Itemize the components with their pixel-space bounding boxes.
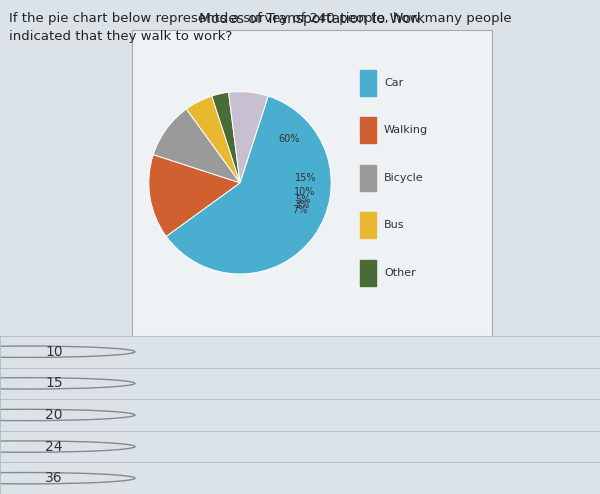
Text: Car: Car	[384, 78, 403, 88]
Text: Walking: Walking	[384, 125, 428, 135]
Text: 36: 36	[45, 471, 62, 485]
Wedge shape	[166, 96, 331, 274]
Text: 24: 24	[45, 440, 62, 453]
Text: 10%: 10%	[295, 187, 316, 197]
FancyBboxPatch shape	[360, 212, 376, 238]
Wedge shape	[153, 109, 240, 183]
Wedge shape	[187, 96, 240, 183]
Wedge shape	[149, 155, 240, 237]
Text: 20: 20	[45, 408, 62, 422]
Text: Other: Other	[384, 268, 416, 278]
FancyBboxPatch shape	[360, 260, 376, 286]
Text: 60%: 60%	[278, 134, 299, 144]
Text: Bicycle: Bicycle	[384, 173, 424, 183]
Text: 15: 15	[45, 376, 62, 390]
Text: 15%: 15%	[295, 172, 316, 183]
Text: If the pie chart below represents a survey of 240 people, how many people
indica: If the pie chart below represents a surv…	[9, 12, 512, 43]
Wedge shape	[212, 92, 240, 183]
Text: Bus: Bus	[384, 220, 404, 230]
Text: 7%: 7%	[292, 205, 307, 215]
Wedge shape	[229, 91, 268, 183]
FancyBboxPatch shape	[360, 118, 376, 143]
Text: 5%: 5%	[296, 195, 311, 206]
Text: 10: 10	[45, 345, 62, 359]
Text: 3%: 3%	[294, 200, 310, 209]
FancyBboxPatch shape	[360, 70, 376, 96]
FancyBboxPatch shape	[360, 165, 376, 191]
Title: Modes of Transportation to Work: Modes of Transportation to Work	[199, 12, 425, 26]
